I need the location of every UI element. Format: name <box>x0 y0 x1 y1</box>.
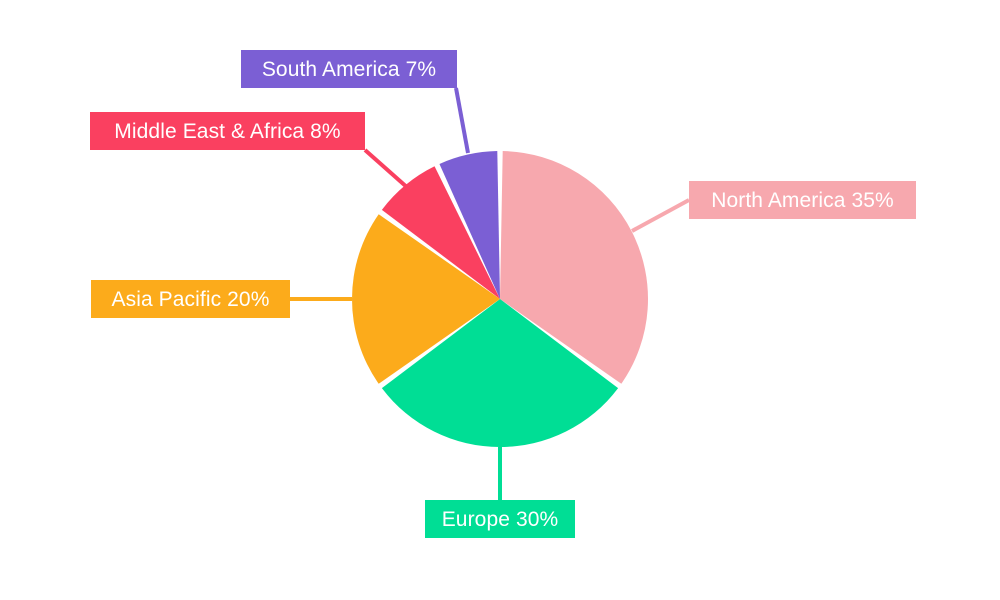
pie-slice[interactable] <box>352 214 500 384</box>
slice-label-europe[interactable]: Europe 30% <box>425 500 575 538</box>
slice-label-asia-pacific[interactable]: Asia Pacific 20% <box>91 280 290 318</box>
slice-label-south-america[interactable]: South America 7% <box>241 50 457 88</box>
pie-slice[interactable] <box>381 299 619 447</box>
pie-slice[interactable] <box>439 151 500 299</box>
pie-slice[interactable] <box>500 151 649 384</box>
leader-line <box>363 148 411 191</box>
leader-line <box>454 87 470 154</box>
leader-line-group <box>290 87 690 500</box>
slice-label-north-america[interactable]: North America 35% <box>689 181 916 219</box>
leader-line <box>631 198 690 233</box>
pie-slice[interactable] <box>381 166 500 299</box>
pie-slice-group <box>352 151 649 447</box>
slice-label-middle-east-africa[interactable]: Middle East & Africa 8% <box>90 112 365 150</box>
